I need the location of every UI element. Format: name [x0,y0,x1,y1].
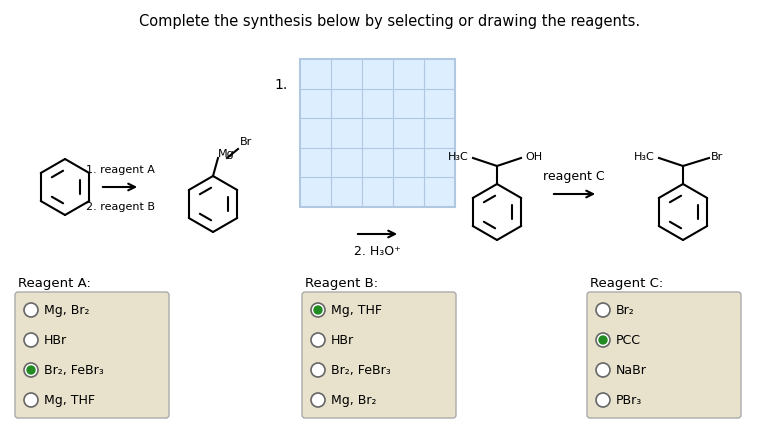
FancyBboxPatch shape [587,292,741,418]
Text: 1.: 1. [275,78,288,92]
Circle shape [596,303,610,317]
Circle shape [24,393,38,407]
Text: 2. reagent B: 2. reagent B [85,202,155,212]
Circle shape [314,306,322,314]
Circle shape [311,303,325,317]
Circle shape [24,303,38,317]
Bar [300,60,455,208]
Circle shape [596,333,610,347]
Circle shape [24,333,38,347]
Circle shape [311,363,325,377]
Circle shape [311,393,325,407]
Text: OH: OH [525,152,542,162]
Circle shape [24,363,38,377]
Text: HBr: HBr [331,334,354,347]
Text: HBr: HBr [44,334,67,347]
Text: 2. H₃O⁺: 2. H₃O⁺ [354,244,401,258]
Text: Reagent A:: Reagent A: [18,276,91,289]
Text: NaBr: NaBr [616,364,647,377]
Text: Br₂, FeBr₃: Br₂, FeBr₃ [44,364,104,377]
Text: Reagent C:: Reagent C: [590,276,663,289]
Text: Complete the synthesis below by selecting or drawing the reagents.: Complete the synthesis below by selectin… [140,14,640,29]
Text: Br: Br [240,137,252,147]
Circle shape [27,366,35,374]
Text: Br: Br [711,152,723,162]
Text: reagent C: reagent C [544,169,604,183]
Text: H₃C: H₃C [448,152,469,162]
Text: Mg: Mg [218,149,235,159]
Circle shape [311,333,325,347]
FancyBboxPatch shape [15,292,169,418]
Text: Mg, THF: Mg, THF [331,304,382,317]
Text: PCC: PCC [616,334,641,347]
Circle shape [596,393,610,407]
Circle shape [599,336,607,344]
Text: PBr₃: PBr₃ [616,393,642,406]
FancyBboxPatch shape [302,292,456,418]
Text: Reagent B:: Reagent B: [305,276,378,289]
Text: Br₂, FeBr₃: Br₂, FeBr₃ [331,364,390,377]
Circle shape [596,363,610,377]
Text: Mg, THF: Mg, THF [44,393,95,406]
Text: Br₂: Br₂ [616,304,635,317]
Text: 1. reagent A: 1. reagent A [86,165,155,175]
Text: H₃C: H₃C [634,152,655,162]
Text: Mg, Br₂: Mg, Br₂ [44,304,90,317]
Text: Mg, Br₂: Mg, Br₂ [331,393,376,406]
